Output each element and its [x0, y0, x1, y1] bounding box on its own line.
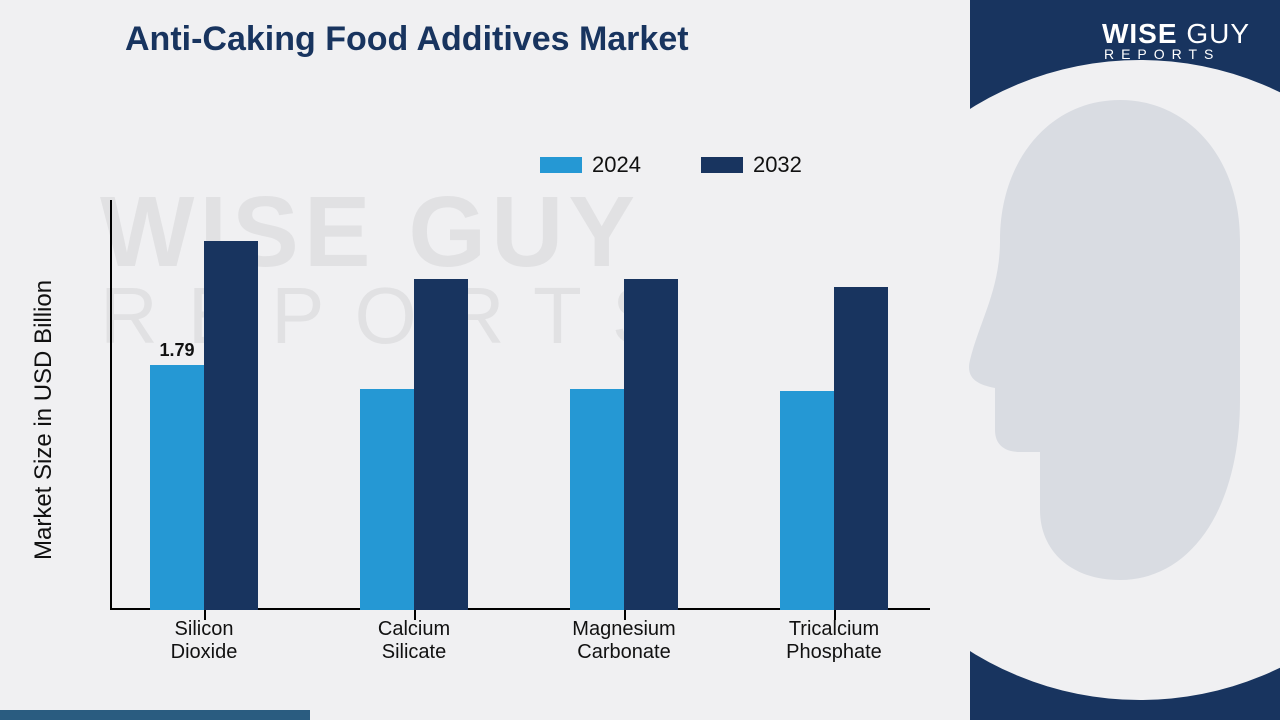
bar-2024: [570, 389, 624, 610]
bar-2024: [150, 365, 204, 610]
chart-canvas: Anti-Caking Food Additives Market WISE G…: [0, 0, 1280, 720]
bar-2032: [414, 279, 468, 610]
y-axis-label: Market Size in USD Billion: [30, 280, 58, 560]
category-label: SiliconDioxide: [124, 618, 284, 664]
legend-item-2032: 2032: [701, 152, 802, 178]
category-label: MagnesiumCarbonate: [544, 618, 704, 664]
legend-item-2024: 2024: [540, 152, 641, 178]
head-silhouette-icon: [920, 80, 1260, 600]
bar-value-label: 1.79: [150, 340, 204, 361]
legend-swatch-2032: [701, 157, 743, 173]
legend-swatch-2024: [540, 157, 582, 173]
bottom-accent-bar: [0, 710, 310, 720]
bar-2024: [780, 391, 834, 610]
legend-label-2024: 2024: [592, 152, 641, 178]
chart-title: Anti-Caking Food Additives Market: [125, 20, 689, 59]
brand-word-2: GUY: [1186, 18, 1250, 49]
category-label: TricalciumPhosphate: [754, 618, 914, 664]
brand-word-1: WISE: [1102, 18, 1178, 49]
bar-2032: [204, 241, 258, 610]
brand-logo: WISE GUY REPORTS: [1102, 18, 1250, 62]
bar-2024: [360, 389, 414, 610]
bar-2032: [624, 279, 678, 610]
category-label: CalciumSilicate: [334, 618, 494, 664]
plot-area: 1.79: [110, 200, 930, 610]
y-axis-line: [110, 200, 112, 610]
legend-label-2032: 2032: [753, 152, 802, 178]
legend: 2024 2032: [540, 152, 802, 178]
bar-2032: [834, 287, 888, 610]
